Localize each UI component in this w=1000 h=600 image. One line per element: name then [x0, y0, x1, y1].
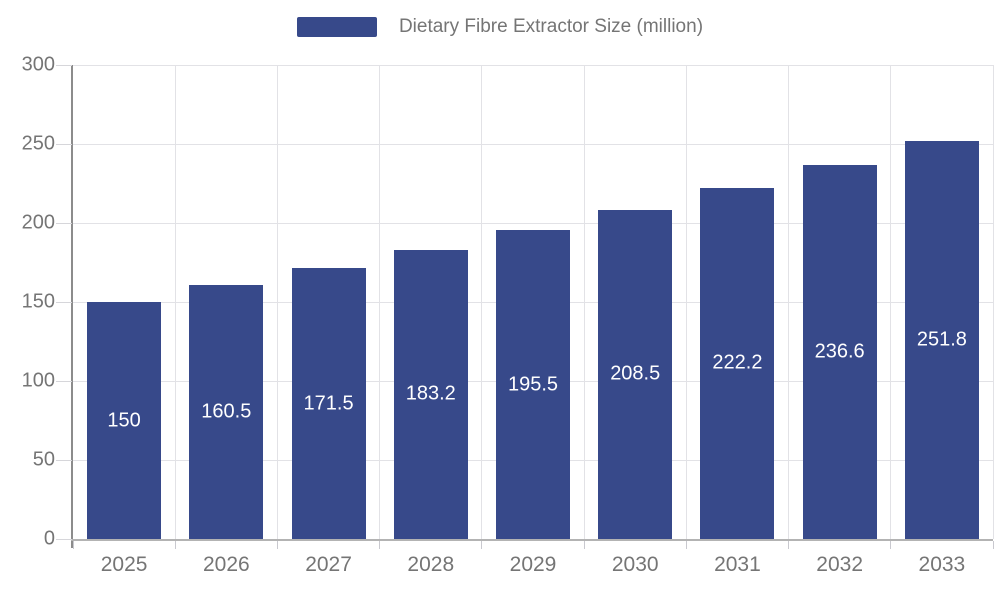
legend-swatch-icon [296, 17, 377, 37]
x-tick-label: 2030 [611, 553, 659, 576]
bar-value-label: 222.2 [712, 351, 763, 374]
bar[interactable]: 183.2 [393, 249, 468, 539]
gridline-vertical [174, 65, 176, 539]
gridline-vertical [481, 65, 483, 539]
gridline-vertical [685, 65, 687, 539]
bar[interactable]: 236.6 [802, 165, 877, 539]
x-axis-tick [583, 541, 585, 549]
bar-value-label: 171.5 [303, 392, 354, 415]
y-axis-tick [56, 380, 72, 382]
bar[interactable]: 160.5 [189, 285, 264, 539]
x-tick-label: 2027 [305, 553, 352, 576]
legend[interactable]: Dietary Fibre Extractor Size (million) [0, 16, 1000, 38]
gridline-vertical [379, 65, 381, 539]
x-axis-tick [72, 541, 74, 549]
y-tick-label: 100 [21, 369, 55, 392]
bar[interactable]: 195.5 [496, 230, 570, 539]
x-tick-label: 2033 [918, 553, 966, 576]
y-axis-tick [56, 222, 72, 224]
gridline-vertical [788, 65, 790, 539]
x-tick-label: 2025 [100, 553, 148, 576]
y-axis-tick [56, 459, 72, 461]
y-tick-label: 0 [43, 527, 55, 550]
gridline-vertical [890, 65, 892, 539]
bar-value-label: 150 [107, 409, 141, 431]
y-tick-label: 250 [21, 132, 55, 155]
x-tick-label: 2028 [407, 553, 455, 576]
bar[interactable]: 208.5 [598, 209, 673, 539]
x-axis-tick [481, 541, 483, 549]
x-tick-label: 2026 [202, 553, 250, 576]
bar-value-label: 251.8 [916, 328, 967, 351]
x-tick-label: 2029 [509, 553, 557, 576]
legend-label: Dietary Fibre Extractor Size (million) [398, 16, 704, 37]
gridline-vertical [992, 65, 994, 539]
y-axis-tick [56, 538, 72, 540]
bar-value-label: 183.2 [405, 382, 456, 405]
y-tick-label: 50 [32, 448, 55, 471]
bar[interactable]: 171.5 [291, 268, 366, 539]
x-axis-tick [276, 541, 278, 549]
bar-value-label: 195.5 [507, 373, 559, 396]
x-tick-label: 2031 [714, 553, 761, 576]
x-axis-tick [788, 541, 790, 549]
y-tick-label: 200 [21, 211, 55, 234]
bar-value-label: 236.6 [814, 340, 865, 363]
bar[interactable]: 222.2 [700, 187, 775, 539]
y-tick-label: 300 [21, 53, 55, 76]
y-axis-tick [56, 64, 72, 66]
x-axis-tick [174, 541, 176, 549]
x-axis-tick [890, 541, 892, 549]
y-tick-label: 150 [21, 290, 55, 313]
x-axis-tick [685, 541, 687, 549]
gridline-horizontal [73, 64, 993, 66]
y-axis-tick [56, 301, 72, 303]
x-axis-tick [379, 541, 381, 549]
gridline-vertical [276, 65, 278, 539]
gridline-vertical [583, 65, 585, 539]
bar[interactable]: 251.8 [904, 141, 979, 539]
bar[interactable]: 150 [87, 302, 162, 539]
x-axis-line [71, 539, 993, 541]
plot-area: 150 160.5 171.5 183.2 195.5 208.5 222.2 236.6 25… [73, 64, 994, 539]
bar-value-label: 160.5 [201, 400, 252, 423]
x-tick-label: 2032 [816, 553, 864, 576]
x-axis-tick [992, 541, 994, 549]
bar-value-label: 208.5 [610, 362, 661, 385]
gridline-horizontal [73, 143, 993, 145]
y-axis-line [71, 65, 73, 548]
gridline-horizontal [73, 222, 993, 224]
y-axis-tick [56, 143, 72, 145]
